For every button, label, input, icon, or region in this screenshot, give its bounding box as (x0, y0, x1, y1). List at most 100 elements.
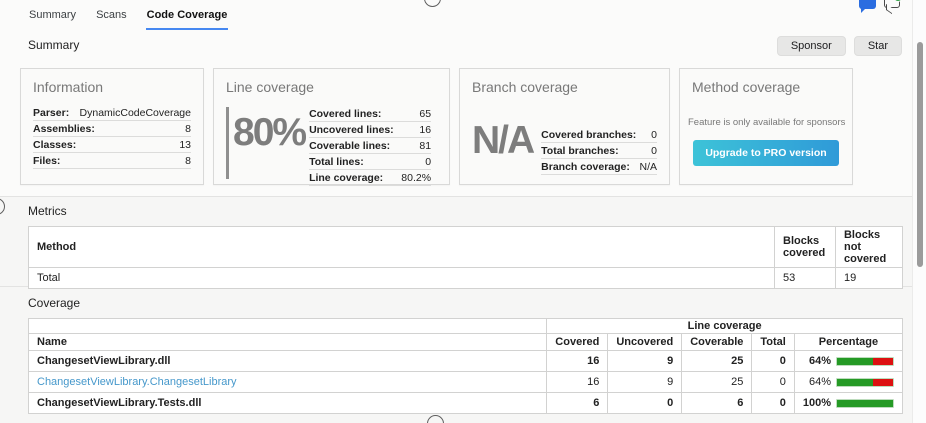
stat-value: 81 (419, 140, 432, 152)
stat-label: Total lines: (309, 156, 364, 168)
uncovered-cell: 0 (607, 392, 683, 414)
coverage-col-covered: Covered (546, 333, 609, 351)
covered-cell: 16 (546, 371, 609, 393)
covered-cell: 16 (546, 350, 609, 372)
metrics-table: Method Blocks covered Blocks not covered… (28, 226, 904, 289)
coverable-cell: 6 (681, 392, 753, 414)
metrics-col-method: Method (28, 226, 775, 268)
coverage-row-assembly: ChangesetViewLibrary.Tests.dll 6 0 6 0 1… (27, 392, 904, 414)
summary-cards: Information Parser: DynamicCodeCoverage A… (20, 68, 853, 186)
line-coverage-card: Line coverage 80% Covered lines: 65 Uncov… (213, 68, 450, 186)
uncovered-cell: 9 (607, 350, 683, 372)
stat-label: Classes: (33, 139, 77, 151)
metrics-header-row: Method Blocks covered Blocks not covered (28, 226, 904, 268)
metrics-method-cell: Total (28, 267, 775, 289)
method-coverage-card-title: Method coverage (692, 79, 801, 95)
sponsor-button[interactable]: Sponsor (776, 36, 846, 56)
method-coverage-card: Method coverage Feature is only availabl… (679, 68, 853, 185)
stat-value: DynamicCodeCoverage (79, 107, 191, 119)
coverable-cell: 25 (681, 350, 753, 372)
tab-bar: Summary Scans Code Coverage (28, 0, 229, 30)
class-link[interactable]: ChangesetViewLibrary.ChangesetLibrary (37, 376, 237, 388)
stat-value: N/A (639, 161, 657, 173)
percentage-cell: 64% (793, 371, 904, 393)
stat-value: 0 (425, 156, 432, 168)
coverage-col-coverable: Coverable (681, 333, 753, 351)
tab-code-coverage[interactable]: Code Coverage (145, 0, 229, 30)
summary-section-title: Summary (28, 38, 80, 52)
coverage-col-percentage: Percentage (793, 333, 904, 351)
assembly-name: ChangesetViewLibrary.dll (27, 350, 548, 372)
coverage-col-name: Name (27, 333, 548, 351)
coverage-accent-bar (226, 107, 229, 179)
metrics-blocks-covered-cell: 53 (774, 267, 836, 289)
uncovered-cell: 9 (607, 371, 683, 393)
stat-value: 0 (651, 145, 657, 157)
coverage-table: Line coverage Name Covered Uncovered Cov… (27, 318, 904, 414)
total-cell: 0 (751, 392, 795, 414)
metrics-col-blocks-covered: Blocks covered (774, 226, 836, 268)
stat-label: Covered lines: (309, 108, 382, 120)
line-coverage-big-value: 80% (233, 111, 307, 154)
stat-value: 65 (419, 108, 432, 120)
stat-value: 8 (185, 123, 191, 135)
stat-label: Coverable lines: (309, 140, 391, 152)
coverage-bar (836, 356, 894, 366)
class-name-cell: ChangesetViewLibrary.ChangesetLibrary (27, 371, 548, 393)
summary-buttons: Sponsor Star (776, 36, 902, 56)
coverage-row-class: ChangesetViewLibrary.ChangesetLibrary 16… (27, 371, 904, 393)
stat-label: Covered branches: (541, 129, 637, 141)
stat-label: Assemblies: (33, 123, 95, 135)
stat-value: 16 (419, 124, 432, 136)
branch-coverage-card-title: Branch coverage (472, 79, 578, 95)
vertical-scrollbar-track[interactable] (912, 0, 926, 423)
coverage-group-header-row: Line coverage (27, 318, 903, 334)
percentage-cell: 100% (793, 392, 904, 414)
branch-coverage-stats: Covered branches: 0 Total branches: 0 Bran… (541, 127, 657, 175)
stat-value: 80.2% (401, 172, 432, 184)
percentage-text: 64% (808, 355, 831, 367)
coverable-cell: 25 (681, 371, 753, 393)
tab-scans[interactable]: Scans (96, 9, 127, 21)
header-icons: + (859, 0, 903, 13)
stat-value: 0 (651, 129, 657, 141)
stat-label: Branch coverage: (541, 161, 630, 173)
metrics-section-title: Metrics (28, 204, 67, 218)
total-cell: 0 (751, 371, 795, 393)
metrics-total-row: Total 53 19 (28, 267, 904, 289)
stat-label: Total branches: (541, 145, 619, 157)
percentage-text: 64% (808, 376, 831, 388)
group-header-spacer (27, 318, 548, 334)
covered-cell: 6 (546, 392, 609, 414)
stat-value: 8 (185, 155, 191, 167)
tab-summary[interactable]: Summary (29, 9, 77, 21)
line-coverage-stats: Covered lines: 65 Uncovered lines: 16 Cove… (309, 106, 432, 186)
metrics-col-blocks-not-covered: Blocks not covered (834, 226, 904, 268)
vertical-scrollbar-thumb[interactable] (916, 42, 923, 267)
coverage-header-row: Name Covered Uncovered Coverable Total P… (27, 333, 904, 351)
branch-coverage-big-value: N/A (472, 119, 535, 162)
information-stats: Parser: DynamicCodeCoverage Assemblies: 8 … (33, 105, 191, 169)
coverage-section-title: Coverage (28, 296, 81, 310)
add-comment-icon[interactable]: + (884, 0, 903, 8)
coverage-col-total: Total (751, 333, 795, 351)
branch-coverage-card: Branch coverage N/A Covered branches: 0 T… (459, 68, 670, 185)
coverage-bar (836, 398, 894, 408)
stat-label: Files: (33, 155, 61, 167)
coverage-bar (836, 377, 894, 387)
stat-label: Uncovered lines: (309, 124, 394, 136)
chat-bubble-icon[interactable] (859, 0, 876, 13)
information-card: Information Parser: DynamicCodeCoverage A… (20, 68, 204, 185)
stat-value: 13 (179, 139, 191, 151)
stat-label: Line coverage: (309, 172, 384, 184)
metrics-blocks-not-covered-cell: 19 (834, 267, 904, 289)
percentage-text: 100% (802, 397, 831, 409)
information-card-title: Information (33, 79, 104, 95)
coverage-row-assembly: ChangesetViewLibrary.dll 16 9 25 0 64% (27, 350, 904, 372)
coverage-col-uncovered: Uncovered (607, 333, 683, 351)
upgrade-pro-button[interactable]: Upgrade to PRO version (693, 140, 839, 166)
total-cell: 0 (751, 350, 795, 372)
stat-label: Parser: (33, 107, 70, 119)
star-button[interactable]: Star (853, 36, 902, 56)
